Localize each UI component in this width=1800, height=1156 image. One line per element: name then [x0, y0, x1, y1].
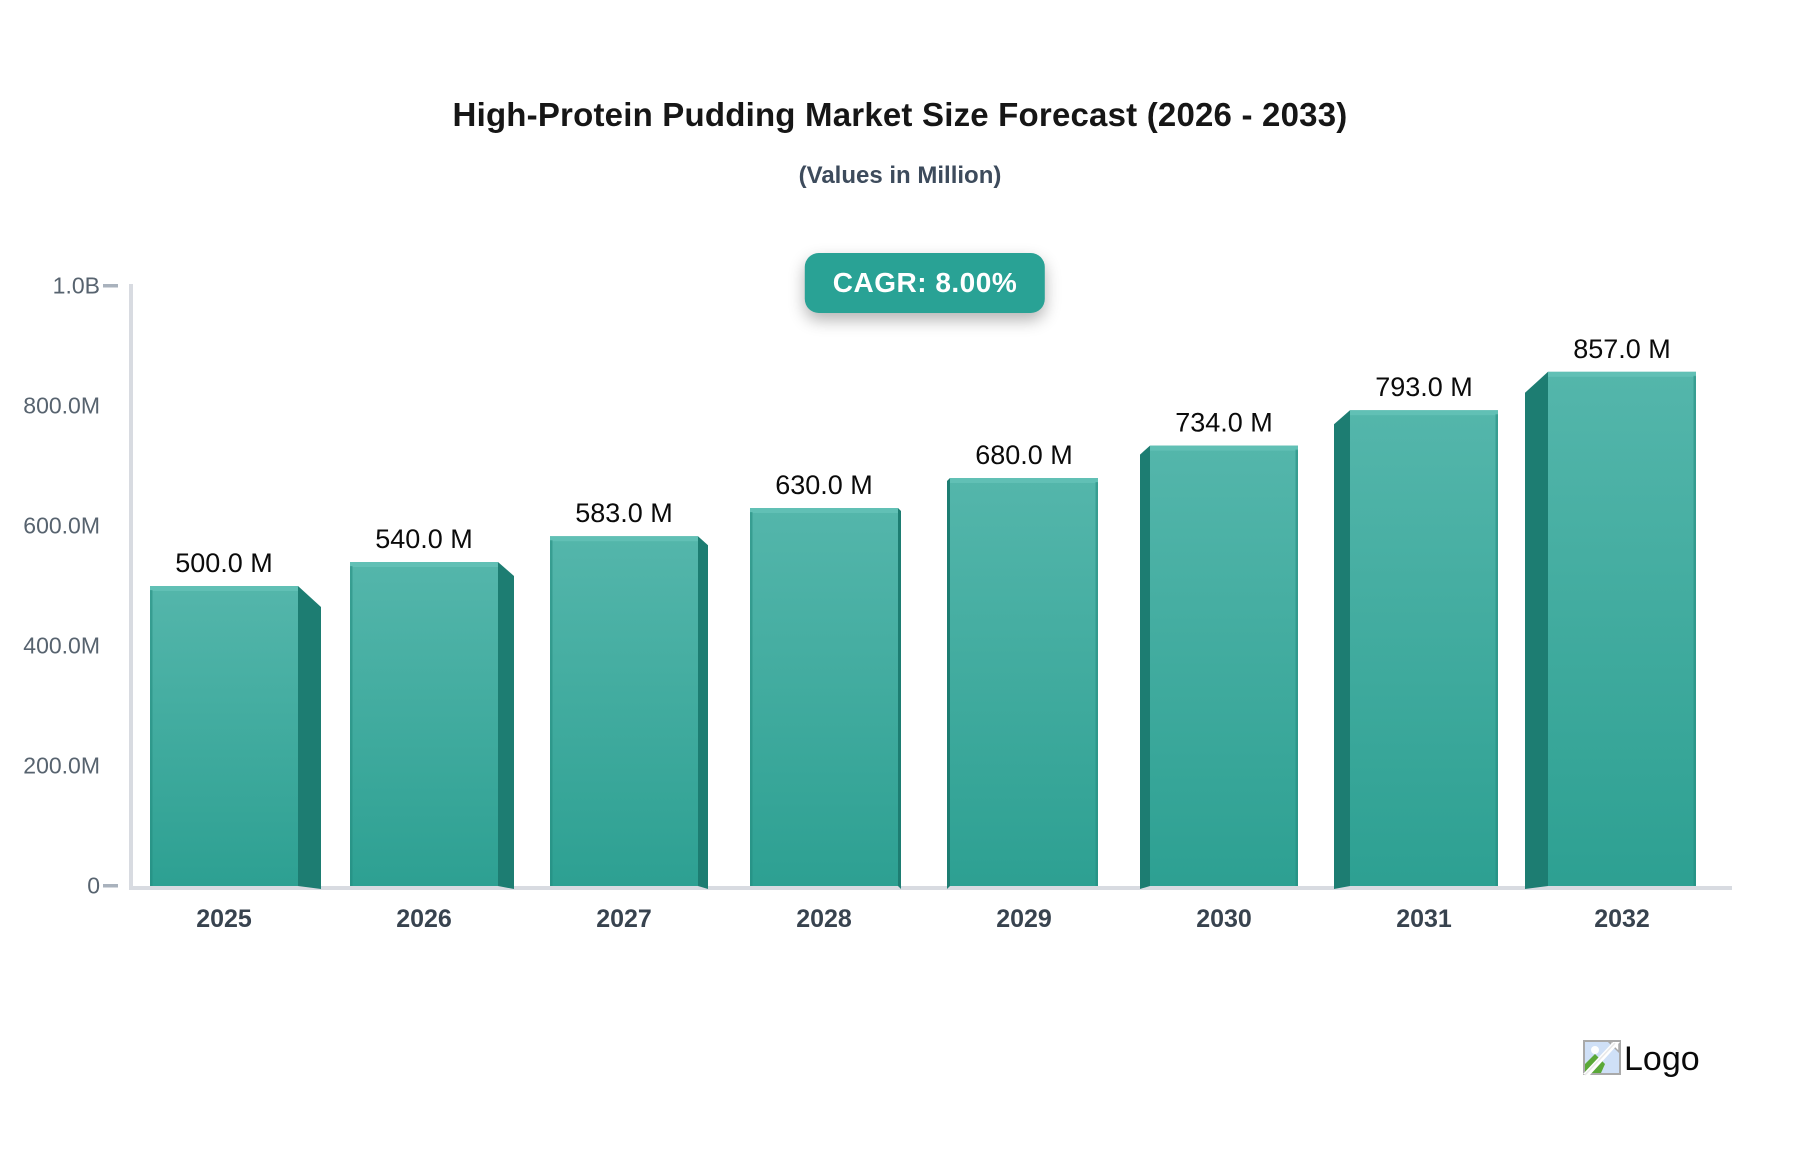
bar-side-face: [947, 478, 950, 889]
bar-2026[interactable]: [350, 562, 514, 889]
y-axis-line: [129, 284, 133, 890]
bar-top-highlight: [1548, 371, 1696, 377]
bar-front-face: [1350, 410, 1498, 886]
bar-top-highlight: [350, 562, 498, 567]
bar-value-label: 793.0 M: [1375, 372, 1473, 402]
x-axis-label: 2029: [996, 905, 1052, 933]
y-axis-label: 0: [87, 873, 100, 899]
y-axis-tick: [103, 284, 118, 288]
bar-front-face: [550, 536, 698, 886]
x-axis-label: 2026: [396, 905, 452, 933]
cagr-badge-label: CAGR: 8.00%: [832, 267, 1018, 298]
bar-edge-line: [350, 566, 353, 886]
bar-side-face: [498, 562, 514, 889]
x-axis-label: 2025: [196, 905, 252, 933]
y-axis-label: 400.0M: [23, 633, 100, 659]
bar-side-face: [1140, 445, 1150, 889]
chart-title: High-Protein Pudding Market Size Forecas…: [452, 96, 1348, 133]
x-axis-label: 2032: [1594, 905, 1650, 933]
bar-2031[interactable]: [1334, 410, 1498, 889]
bar-top-highlight: [950, 478, 1098, 483]
bar-value-label: 857.0 M: [1573, 334, 1671, 364]
bar-top-highlight: [750, 508, 898, 513]
chart-subtitle: (Values in Million): [798, 162, 1002, 189]
bar-2027[interactable]: [550, 536, 708, 889]
x-axis-line: [129, 886, 1732, 890]
bar-value-label: 734.0 M: [1175, 408, 1273, 438]
x-axis-label: 2031: [1396, 905, 1452, 933]
bar-value-label: 680.0 M: [975, 440, 1073, 470]
logo-alt-text: Logo: [1624, 1040, 1700, 1078]
bar-edge-line: [1295, 449, 1298, 886]
logo: Logo: [1583, 1038, 1700, 1080]
cagr-badge: CAGR: 8.00%: [804, 253, 1046, 313]
bar-edge-line: [1693, 375, 1696, 886]
y-axis-label: 1.0B: [53, 273, 100, 299]
bar-value-label: 583.0 M: [575, 498, 673, 528]
bar-front-face: [950, 478, 1098, 886]
broken-image-icon: [1583, 1040, 1622, 1082]
bar-edge-line: [550, 540, 553, 886]
y-axis-label: 600.0M: [23, 513, 100, 539]
x-axis-label: 2027: [596, 905, 652, 933]
bar-value-label: 540.0 M: [375, 524, 473, 554]
bar-front-face: [150, 586, 298, 886]
bar-side-face: [1334, 410, 1350, 889]
bar-2029[interactable]: [947, 478, 1098, 889]
bar-value-label: 630.0 M: [775, 470, 873, 500]
x-axis-label: 2028: [796, 905, 852, 933]
bar-edge-line: [750, 512, 753, 886]
bar-edge-line: [150, 590, 153, 886]
bar-side-face: [298, 586, 321, 889]
bar-edge-line: [1095, 482, 1098, 886]
bar-front-face: [750, 508, 898, 886]
bar-top-highlight: [1350, 410, 1498, 416]
bar-edge-line: [1495, 414, 1498, 886]
bar-top-highlight: [550, 536, 698, 542]
x-axis-label: 2030: [1196, 905, 1252, 933]
bar-top-highlight: [1150, 445, 1298, 451]
bar-2028[interactable]: [750, 508, 901, 889]
y-axis-label: 200.0M: [23, 753, 100, 779]
bar-2030[interactable]: [1140, 445, 1298, 889]
bar-side-face: [1525, 371, 1548, 889]
bar-front-face: [1150, 445, 1298, 886]
bar-side-face: [898, 508, 901, 889]
y-axis-tick: [103, 884, 118, 888]
y-axis-label: 800.0M: [23, 393, 100, 419]
bar-2032[interactable]: [1525, 371, 1696, 889]
bar-front-face: [1548, 371, 1696, 886]
bar-top-highlight: [150, 586, 298, 591]
bar-side-face: [698, 536, 708, 889]
bar-2025[interactable]: [150, 586, 321, 889]
bar-value-label: 500.0 M: [175, 548, 273, 578]
bar-front-face: [350, 562, 498, 886]
